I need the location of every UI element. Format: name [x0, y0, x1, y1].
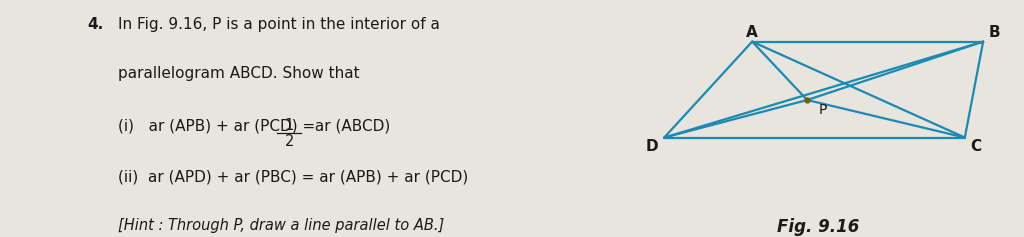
Text: 2: 2	[285, 133, 294, 149]
Text: (i)   ar (APB) + ar (PCD) =: (i) ar (APB) + ar (PCD) =	[118, 118, 319, 133]
Text: 4.: 4.	[87, 17, 103, 32]
Text: D: D	[646, 139, 658, 154]
Text: [Hint : Through P, draw a line parallel to AB.]: [Hint : Through P, draw a line parallel …	[118, 218, 444, 233]
Text: In Fig. 9.16, P is a point in the interior of a: In Fig. 9.16, P is a point in the interi…	[118, 17, 439, 32]
Text: Fig. 9.16: Fig. 9.16	[777, 218, 859, 236]
Text: 1: 1	[285, 118, 294, 133]
Text: P: P	[818, 103, 826, 117]
Text: B: B	[988, 25, 1000, 40]
Text: A: A	[746, 25, 758, 40]
Text: C: C	[971, 139, 981, 154]
Text: (ii)  ar (APD) + ar (PBC) = ar (APB) + ar (PCD): (ii) ar (APD) + ar (PBC) = ar (APB) + ar…	[118, 169, 468, 184]
Text: ar (ABCD): ar (ABCD)	[309, 118, 390, 133]
Text: parallelogram ABCD. Show that: parallelogram ABCD. Show that	[118, 66, 359, 81]
